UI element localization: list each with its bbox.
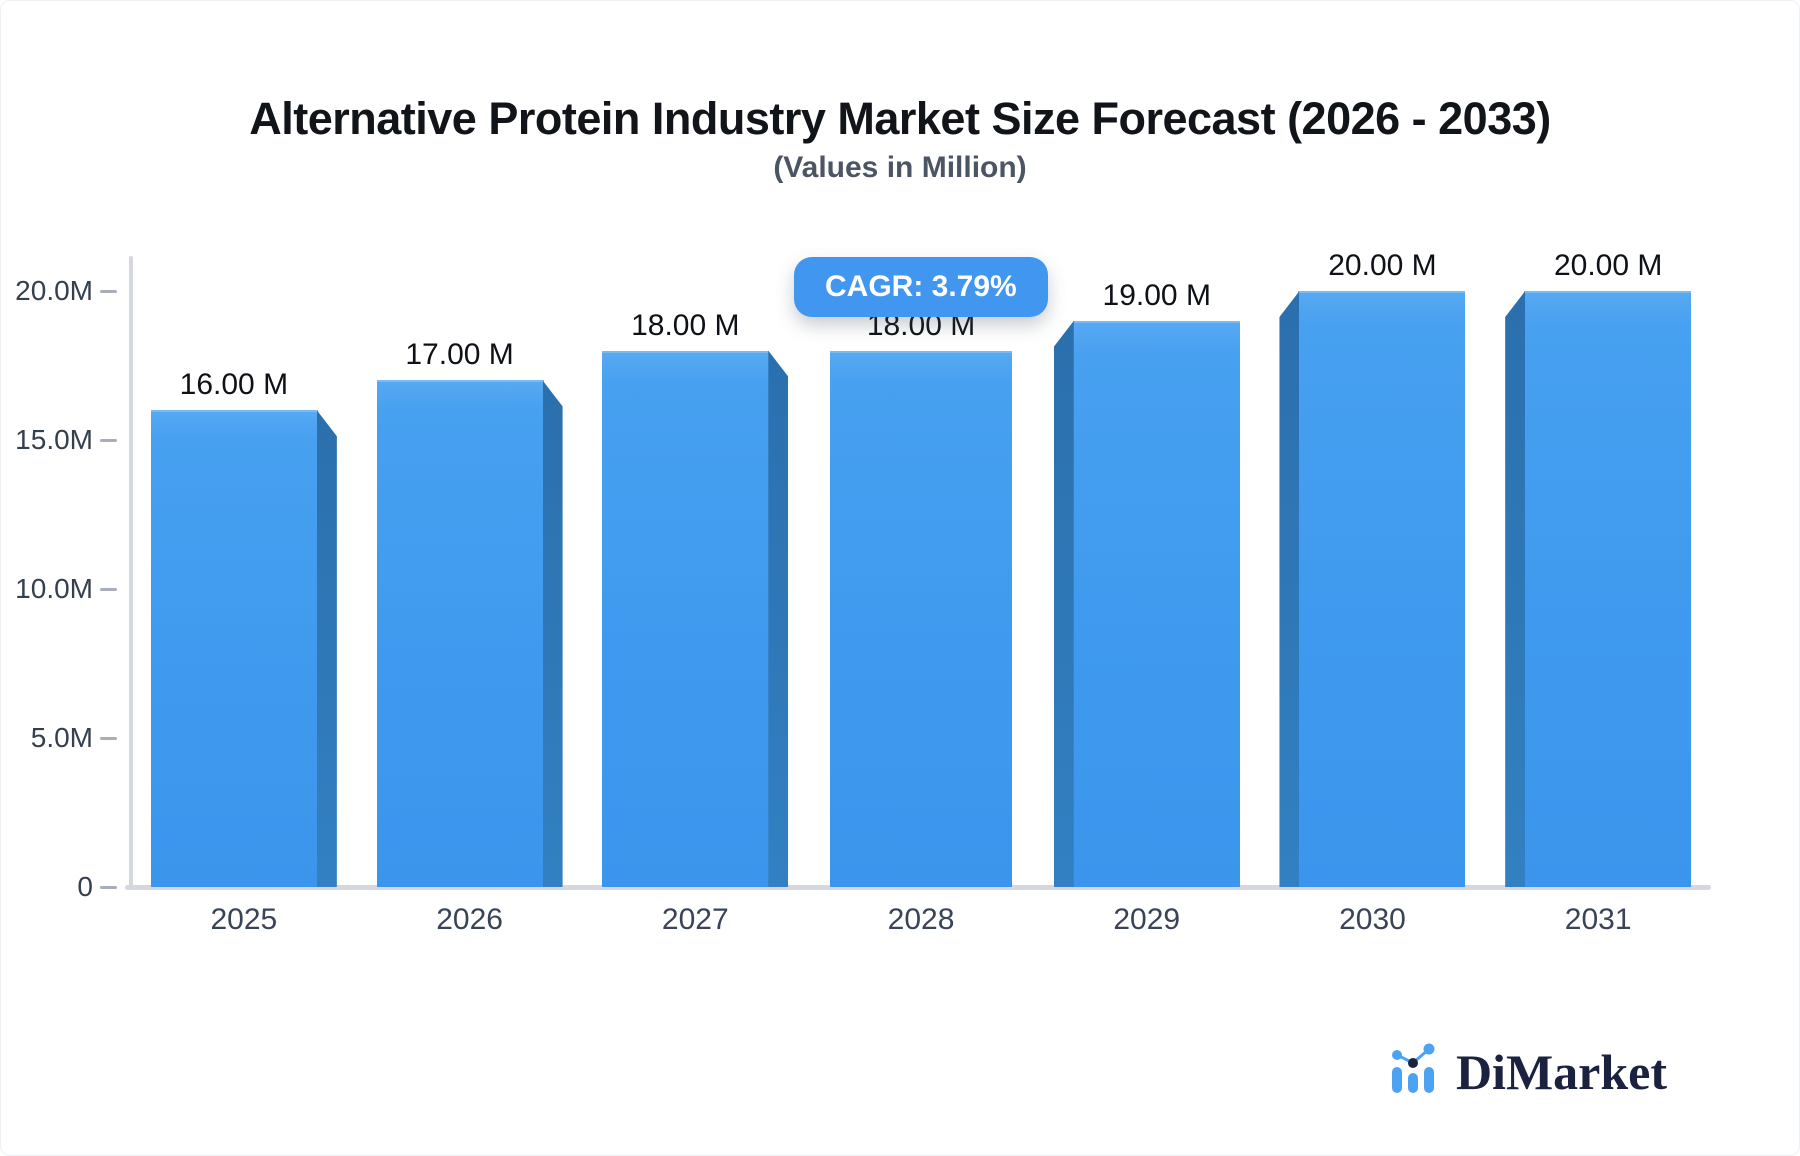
bar-side-face bbox=[542, 380, 563, 887]
y-tick-label: 5.0M bbox=[30, 722, 93, 753]
bar-value-label: 16.00 M bbox=[179, 368, 289, 402]
y-tick-dash bbox=[100, 290, 117, 293]
bar-slot: 17.00 M bbox=[357, 338, 583, 887]
bar-2030: 20.00 M bbox=[1279, 249, 1466, 887]
x-tick-label: 2025 bbox=[210, 903, 278, 936]
bar-value-label: 20.00 M bbox=[1553, 249, 1663, 282]
bar-side-face bbox=[1279, 291, 1300, 887]
y-tick-label: 20.0M bbox=[15, 275, 93, 306]
x-tick-label: 2031 bbox=[1564, 903, 1632, 936]
x-tick-label: 2030 bbox=[1339, 903, 1406, 936]
bar-slot: 16.00 M bbox=[131, 368, 357, 887]
logo-bar-chart-icon bbox=[1388, 1042, 1442, 1101]
y-tick-label: 10.0M bbox=[15, 573, 93, 604]
bar-2031: 20.00 M bbox=[1505, 249, 1692, 887]
bar-face bbox=[1298, 291, 1466, 887]
bar-face bbox=[1072, 320, 1240, 887]
bar-value-label: 19.00 M bbox=[1102, 278, 1211, 312]
bar-side-face bbox=[768, 350, 789, 887]
bar-value-label: 20.00 M bbox=[1328, 249, 1437, 282]
bar-2025: 16.00 M bbox=[150, 368, 337, 887]
plot-area: 16.00 M 17.00 M 18.00 M 18.00 M 19.00 M 20.00… bbox=[125, 249, 1711, 951]
bar-side-face bbox=[1505, 291, 1526, 887]
y-axis-line bbox=[129, 256, 133, 888]
chart-subtitle: (Values in Million) bbox=[773, 151, 1027, 184]
bar-2026: 17.00 M bbox=[376, 338, 563, 887]
y-tick-label: 0 bbox=[77, 871, 93, 902]
bar-face bbox=[1524, 291, 1692, 887]
x-axis-line bbox=[125, 885, 1711, 890]
y-tick-dash bbox=[100, 588, 117, 591]
bar-side-face bbox=[316, 410, 337, 887]
bars-row: 16.00 M 17.00 M 18.00 M 18.00 M 19.00 M 20.00… bbox=[131, 249, 1711, 887]
y-tick-dash bbox=[100, 886, 117, 889]
bar-slot: 20.00 M bbox=[1485, 249, 1711, 887]
y-axis: 20.0M 15.0M 10.0M 5.0M 0 bbox=[1, 251, 119, 951]
bar-slot: 19.00 M bbox=[1034, 279, 1260, 887]
bar-face bbox=[602, 350, 770, 887]
bar-face bbox=[150, 410, 318, 887]
y-tick-dash bbox=[100, 439, 117, 442]
x-tick-label: 2029 bbox=[1113, 903, 1181, 936]
bar-side-face bbox=[1053, 320, 1074, 887]
bar-value-label: 17.00 M bbox=[405, 338, 514, 372]
x-tick-label: 2026 bbox=[436, 903, 503, 936]
x-axis-labels: 2025 2026 2027 2028 2029 2030 2031 bbox=[131, 903, 1711, 937]
bar-slot: 18.00 M bbox=[808, 309, 1034, 887]
bar-slot: 18.00 M bbox=[582, 309, 808, 887]
chart-title: Alternative Protein Industry Market Size… bbox=[249, 93, 1551, 144]
x-tick-label: 2027 bbox=[661, 903, 729, 936]
logo-text: DiMarket bbox=[1455, 1043, 1667, 1100]
bar-face bbox=[376, 380, 544, 887]
bar-2027: 18.00 M bbox=[602, 309, 789, 887]
brand-logo: DiMarket bbox=[1388, 1042, 1667, 1101]
bar-2028: 18.00 M bbox=[830, 309, 1013, 887]
x-tick-label: 2028 bbox=[887, 903, 955, 936]
bar-slot: 20.00 M bbox=[1260, 249, 1486, 887]
cagr-badge: CAGR: 3.79% bbox=[794, 257, 1048, 317]
bar-2029: 19.00 M bbox=[1053, 279, 1240, 887]
bar-face bbox=[830, 350, 1013, 887]
bar-value-label: 18.00 M bbox=[631, 308, 740, 342]
y-tick-dash bbox=[100, 737, 117, 740]
y-tick-label: 15.0M bbox=[15, 424, 93, 455]
